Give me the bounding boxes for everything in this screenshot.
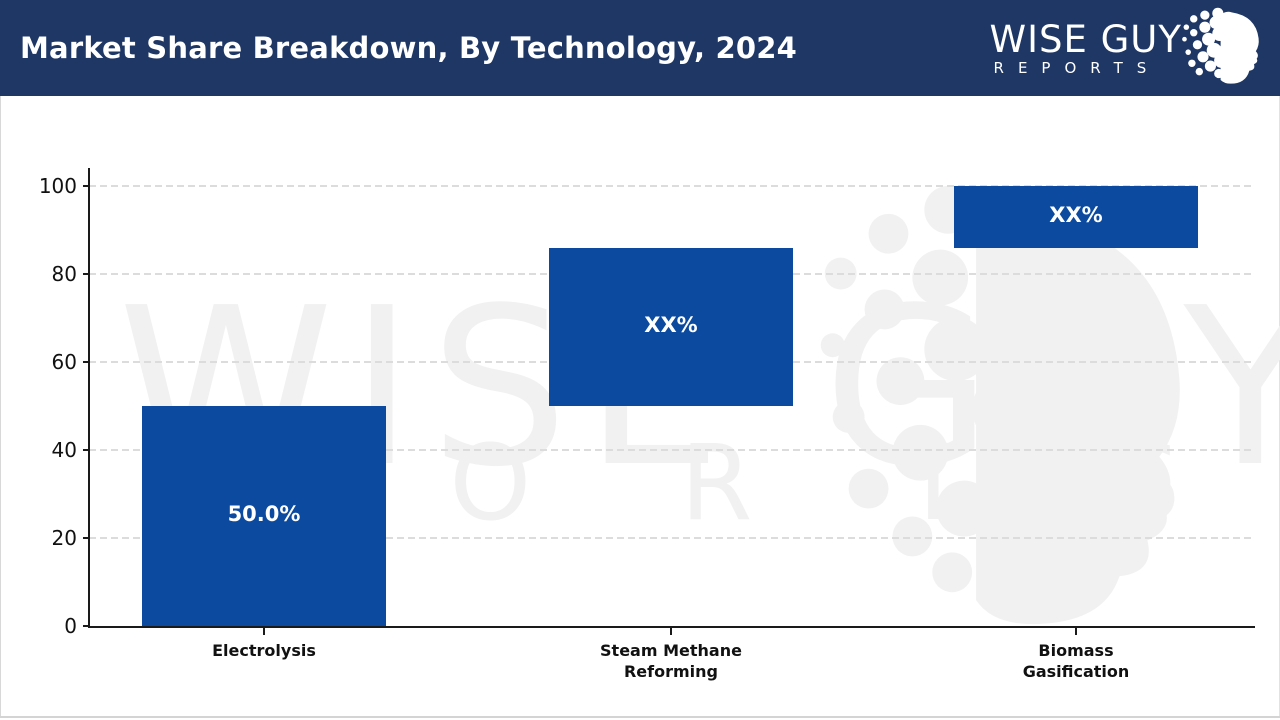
bar-3 — [954, 186, 1198, 248]
bar-1 — [142, 406, 386, 626]
x-tick-mark — [1075, 628, 1077, 635]
x-tick-mark — [263, 628, 265, 635]
bar-value-label: 50.0% — [227, 502, 301, 526]
y-gridline — [89, 185, 1255, 187]
header-bar: Market Share Breakdown, By Technology, 2… — [0, 0, 1280, 96]
y-tick-label: 80 — [51, 262, 77, 286]
y-tick-label: 60 — [51, 350, 77, 374]
x-category-label: Electrolysis — [212, 641, 316, 660]
logo-line1: WISE GUY — [989, 17, 1182, 61]
bar-value-label: XX% — [1049, 202, 1103, 227]
y-tick-mark — [83, 537, 89, 539]
y-gridline — [89, 449, 1255, 451]
y-gridline — [89, 537, 1255, 539]
x-category-label: Steam Methane Reforming — [600, 641, 742, 681]
logo-line2: REPORTS — [993, 58, 1161, 77]
y-tick-mark — [83, 273, 89, 275]
x-tick-mark — [670, 628, 672, 635]
y-tick-label: 0 — [64, 614, 77, 638]
watermark-face-icon — [820, 185, 1180, 625]
y-axis-spine — [88, 168, 90, 627]
y-tick-mark — [83, 625, 89, 627]
bar-value-label: XX% — [644, 312, 698, 337]
y-tick-mark — [83, 449, 89, 451]
y-tick-label: 20 — [51, 526, 77, 550]
y-tick-label: 40 — [51, 438, 77, 462]
frame-border-bottom — [0, 716, 1280, 718]
x-category-label: Biomass Gasification — [1022, 641, 1130, 681]
y-tick-mark — [83, 185, 89, 187]
wiseguy-face-icon — [1182, 7, 1259, 84]
page-title: Market Share Breakdown, By Technology, 2… — [20, 31, 798, 65]
wiseguy-logo-text: WISE GUY REPORTS — [990, 21, 1182, 76]
bar-2 — [549, 247, 793, 406]
x-axis-spine — [88, 626, 1255, 628]
y-tick-label: 100 — [38, 174, 77, 198]
wiseguy-logo: WISE GUY REPORTS — [990, 7, 1280, 89]
y-tick-mark — [83, 361, 89, 363]
frame-border-left — [0, 96, 1, 718]
